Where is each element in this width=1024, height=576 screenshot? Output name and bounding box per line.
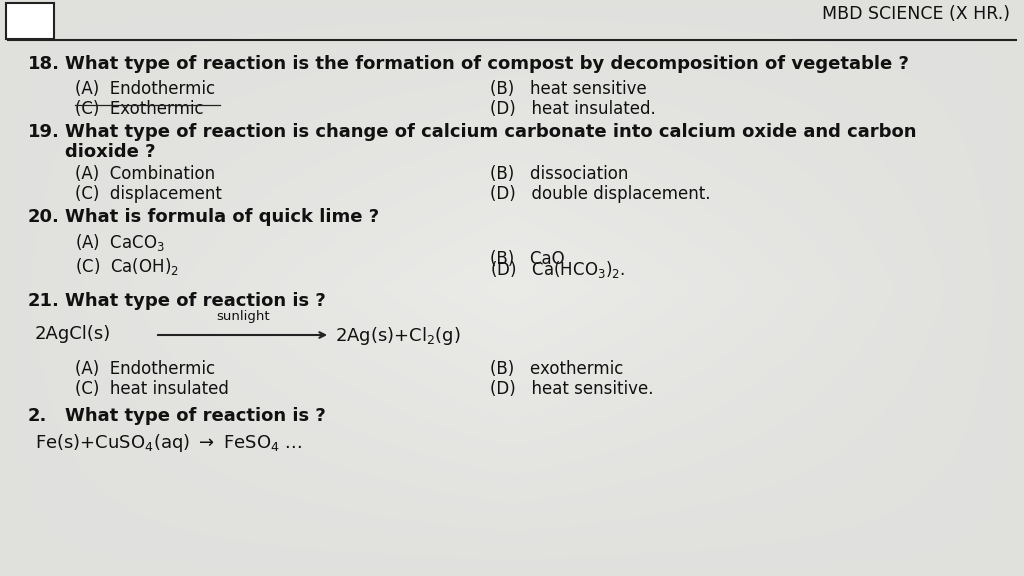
Text: 21.: 21. bbox=[28, 292, 59, 310]
Text: Fe(s)+CuSO$_4$(aq) $\rightarrow$ FeSO$_4$ ...: Fe(s)+CuSO$_4$(aq) $\rightarrow$ FeSO$_4… bbox=[35, 432, 302, 454]
Text: (A)  CaCO$_3$: (A) CaCO$_3$ bbox=[75, 232, 165, 253]
Text: (B)   dissociation: (B) dissociation bbox=[490, 165, 629, 183]
Text: (C)  displacement: (C) displacement bbox=[75, 185, 222, 203]
Text: (B)   exothermic: (B) exothermic bbox=[490, 360, 624, 378]
Text: What type of reaction is change of calcium carbonate into calcium oxide and carb: What type of reaction is change of calci… bbox=[65, 123, 916, 141]
Text: What type of reaction is ?: What type of reaction is ? bbox=[65, 292, 326, 310]
Text: (C)  Exothermic: (C) Exothermic bbox=[75, 100, 204, 118]
Text: 2Ag(s)+Cl$_2$(g): 2Ag(s)+Cl$_2$(g) bbox=[335, 325, 461, 347]
Text: (A)  Endothermic: (A) Endothermic bbox=[75, 80, 215, 98]
Text: 19.: 19. bbox=[28, 123, 59, 141]
Text: 2AgCl(s): 2AgCl(s) bbox=[35, 325, 112, 343]
Text: (D)   Ca(HCO$_3$)$_2$.: (D) Ca(HCO$_3$)$_2$. bbox=[490, 259, 626, 280]
Text: dioxide ?: dioxide ? bbox=[65, 143, 156, 161]
Text: (A)  Endothermic: (A) Endothermic bbox=[75, 360, 215, 378]
Text: What type of reaction is the formation of compost by decomposition of vegetable : What type of reaction is the formation o… bbox=[65, 55, 909, 73]
Text: 18.: 18. bbox=[28, 55, 60, 73]
Text: What type of reaction is ?: What type of reaction is ? bbox=[65, 407, 326, 425]
Text: (C)  heat insulated: (C) heat insulated bbox=[75, 380, 229, 398]
Text: (B)   CaO: (B) CaO bbox=[490, 250, 564, 268]
Text: (D)   double displacement.: (D) double displacement. bbox=[490, 185, 711, 203]
Text: (D)   heat sensitive.: (D) heat sensitive. bbox=[490, 380, 653, 398]
Text: MBD SCIENCE (X HR.): MBD SCIENCE (X HR.) bbox=[822, 5, 1010, 23]
Text: What is formula of quick lime ?: What is formula of quick lime ? bbox=[65, 208, 379, 226]
Text: (A)  Combination: (A) Combination bbox=[75, 165, 215, 183]
FancyBboxPatch shape bbox=[6, 3, 54, 39]
Text: (D)   heat insulated.: (D) heat insulated. bbox=[490, 100, 655, 118]
Text: 2.: 2. bbox=[28, 407, 47, 425]
Text: sunlight: sunlight bbox=[216, 310, 269, 323]
Text: (B)   heat sensitive: (B) heat sensitive bbox=[490, 80, 647, 98]
Text: (C)  Ca(OH)$_2$: (C) Ca(OH)$_2$ bbox=[75, 256, 179, 277]
Text: 32: 32 bbox=[18, 8, 42, 26]
Text: 20.: 20. bbox=[28, 208, 59, 226]
